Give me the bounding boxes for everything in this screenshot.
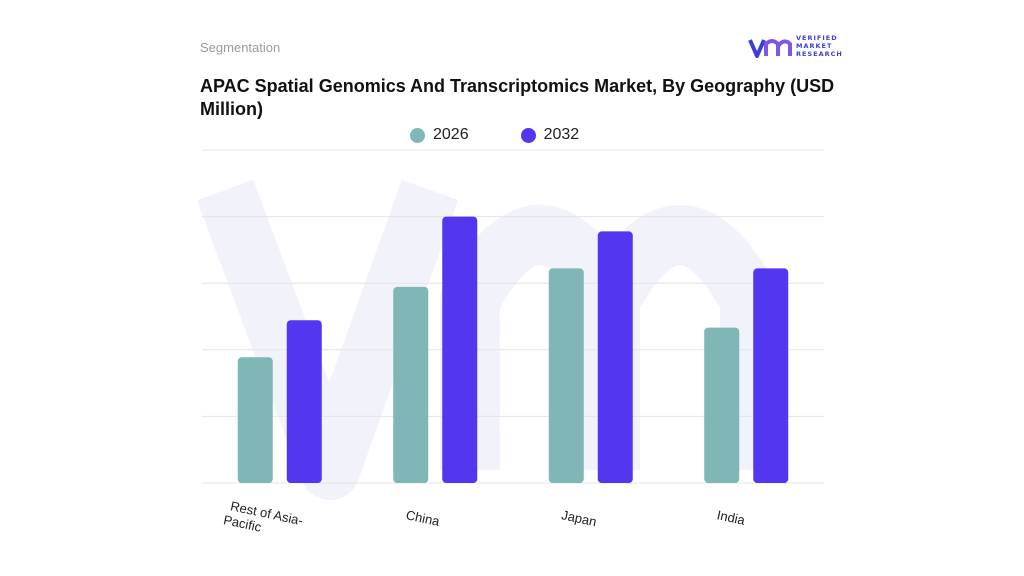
bar-2026-japan (548, 268, 584, 483)
x-tick-label: India (716, 507, 747, 528)
bar-2032-china (442, 216, 478, 483)
legend-swatch-2032 (520, 127, 536, 143)
segment-label: Segmentation (200, 40, 281, 55)
x-tick-label: Rest of Asia-Pacific (222, 497, 304, 542)
x-tick-label: China (405, 507, 442, 529)
legend-item-2026: 2026 (410, 126, 469, 144)
legend-label-2026: 2026 (433, 126, 469, 143)
bar-2032-india (753, 268, 789, 483)
logo-line-market: MARKET (796, 42, 833, 50)
bar-2026-china (393, 286, 429, 483)
chart-title: APAC Spatial Genomics And Transcriptomic… (200, 76, 835, 119)
legend-swatch-2026 (410, 127, 425, 143)
bar-2032-rest-of-asia-pacific (286, 320, 322, 483)
logo-line-research: RESEARCH (796, 50, 843, 58)
bar-2026-rest-of-asia-pacific (237, 357, 273, 483)
vmr-logo-icon (748, 39, 792, 58)
chart-legend: 2026 2032 (410, 124, 579, 146)
logo-line-verified: VERIFIED (796, 34, 838, 42)
bar-2026-india (704, 327, 740, 483)
x-tick-label: Japan (560, 507, 598, 529)
logo-text: VERIFIED MARKET RESEARCH (796, 34, 843, 58)
legend-item-2032: 2032 (520, 126, 580, 144)
bar-2032-japan (597, 231, 633, 483)
legend-label-2032: 2032 (543, 126, 580, 143)
